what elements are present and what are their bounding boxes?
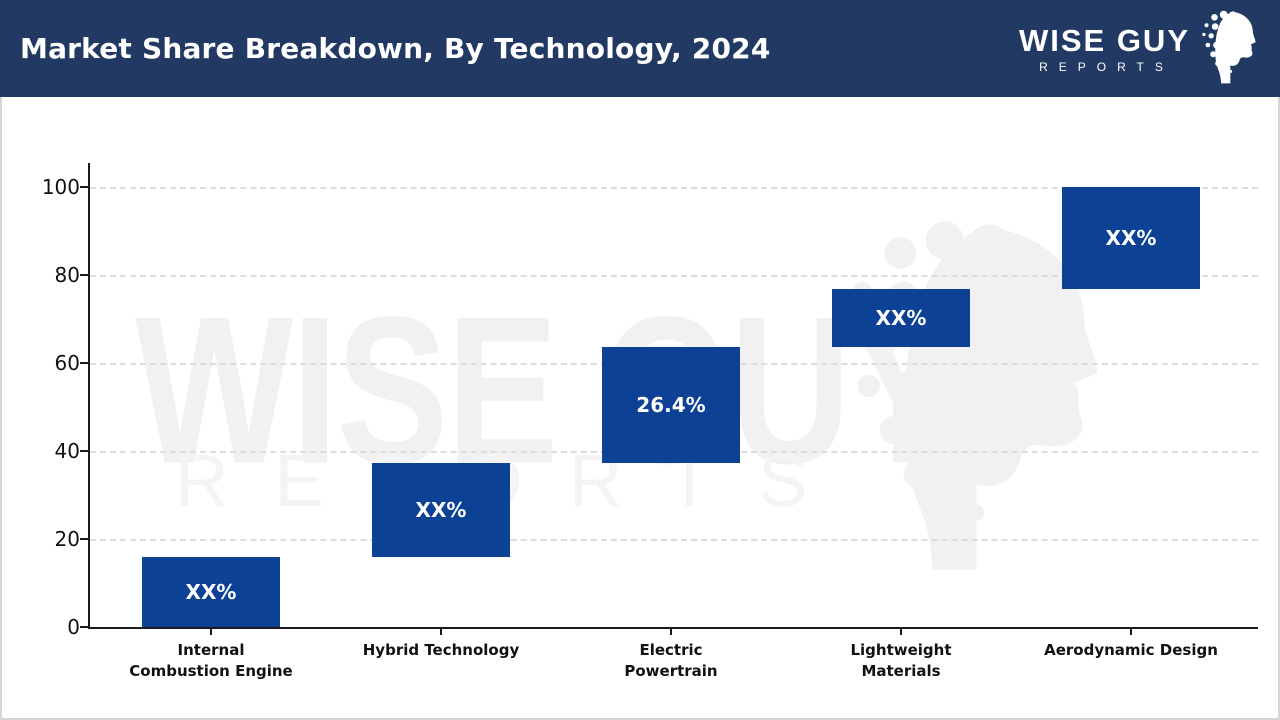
gridline-100 <box>90 187 1258 189</box>
gridline-20 <box>90 539 1258 541</box>
y-tick-0 <box>80 626 88 628</box>
y-axis <box>88 163 90 629</box>
bar-1: XX% <box>372 462 510 557</box>
category-label-line: Materials <box>861 662 941 680</box>
category-label-1: Hybrid Technology <box>326 640 556 661</box>
bar-4: XX% <box>1062 187 1200 290</box>
x-tick-0 <box>210 627 212 635</box>
category-label-line: Aerodynamic Design <box>1044 641 1218 659</box>
category-label-2: Electric Powertrain <box>556 640 786 682</box>
bar-value-label: XX% <box>185 579 237 604</box>
x-tick-1 <box>440 627 442 635</box>
category-label-line: Hybrid Technology <box>362 641 520 659</box>
wiseguy-logo-text: WISE GUY REPORTS <box>1019 25 1190 74</box>
x-axis <box>88 627 1258 629</box>
x-tick-3 <box>900 627 902 635</box>
y-tick-100 <box>80 186 88 188</box>
category-label-0: Internal Combustion Engine <box>96 640 326 682</box>
bar-3: XX% <box>832 289 970 347</box>
y-tick-label-100: 100 <box>41 175 80 199</box>
y-tick-label-60: 60 <box>54 351 80 375</box>
logo-subtitle: REPORTS <box>1039 59 1174 74</box>
y-tick-label-80: 80 <box>54 263 80 287</box>
gridline-80 <box>90 275 1258 277</box>
watermark-wordmark: WISE GUY <box>135 272 961 508</box>
category-label-line: Internal <box>177 641 245 659</box>
logo-wordmark: WISE GUY <box>1018 22 1190 58</box>
category-label-line: Lightweight <box>850 641 952 659</box>
y-tick-label-0: 0 <box>67 615 80 639</box>
category-label-line: Powertrain <box>624 662 718 680</box>
page-title: Market Share Breakdown, By Technology, 2… <box>20 32 771 65</box>
bar-value-label: XX% <box>1105 226 1157 251</box>
y-tick-label-40: 40 <box>54 439 80 463</box>
y-tick-60 <box>80 362 88 364</box>
x-tick-4 <box>1130 627 1132 635</box>
bar-value-label: XX% <box>415 497 467 522</box>
y-tick-40 <box>80 450 88 452</box>
bar-2: 26.4% <box>602 346 740 463</box>
y-tick-80 <box>80 274 88 276</box>
x-tick-2 <box>670 627 672 635</box>
y-tick-label-20: 20 <box>54 527 80 551</box>
header: Market Share Breakdown, By Technology, 2… <box>0 0 1280 97</box>
category-label-4: Aerodynamic Design <box>1016 640 1246 661</box>
bar-0: XX% <box>142 556 280 627</box>
bar-value-label: 26.4% <box>636 392 706 417</box>
category-label-3: Lightweight Materials <box>786 640 1016 682</box>
wiseguy-logo: WISE GUY REPORTS <box>1019 8 1262 90</box>
category-label-line: Combustion Engine <box>129 662 293 680</box>
bar-value-label: XX% <box>875 305 927 330</box>
category-label-line: Electric <box>639 641 703 659</box>
y-tick-20 <box>80 538 88 540</box>
